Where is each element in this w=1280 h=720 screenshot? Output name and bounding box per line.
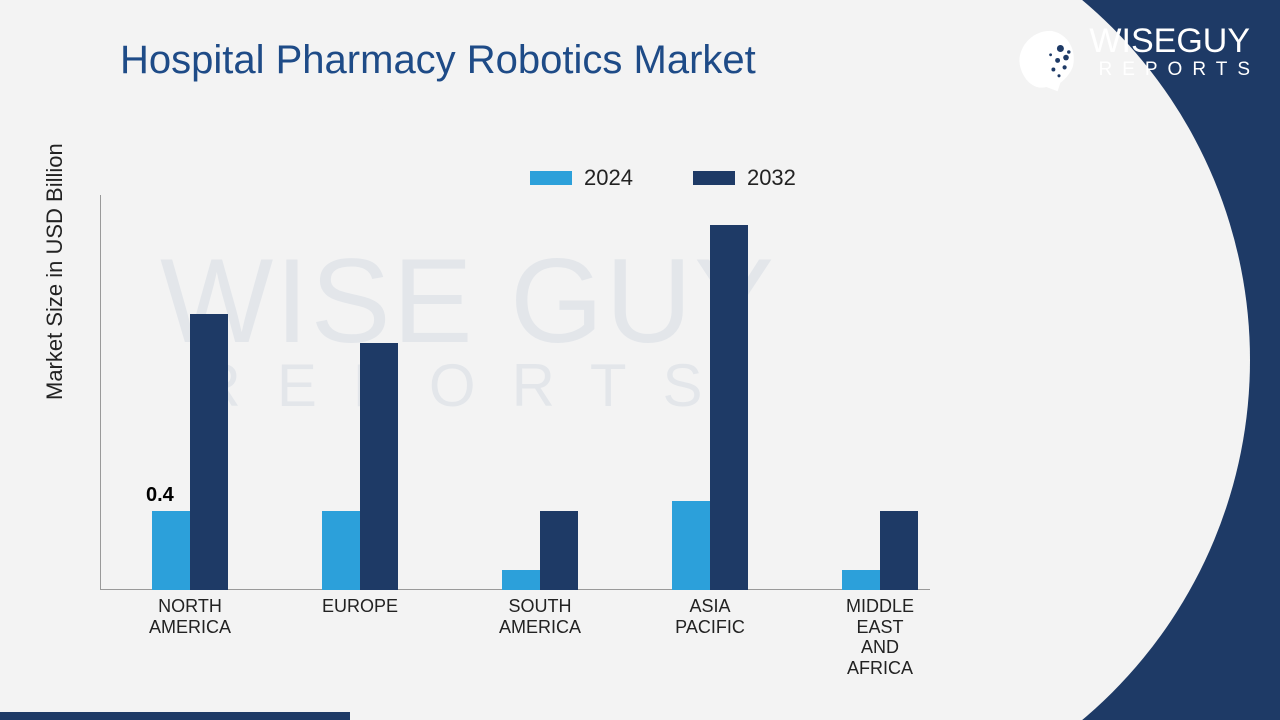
bar-2024 xyxy=(502,570,540,590)
bar-2024 xyxy=(842,570,880,590)
legend-swatch-2032 xyxy=(693,171,735,185)
infographic-canvas: Hospital Pharmacy Robotics Market WISEGU… xyxy=(0,0,1280,720)
bar-group: NORTHAMERICA xyxy=(140,314,240,591)
bar-2032 xyxy=(710,225,748,590)
bar-2032 xyxy=(190,314,228,591)
legend-item-2032: 2032 xyxy=(693,165,796,191)
bar-group: MIDDLEEASTANDAFRICA xyxy=(830,511,930,590)
bar-2024 xyxy=(672,501,710,590)
chart-plot-area: NORTHAMERICA0.4 EUROPE SOUTHAMERICA ASIAPAC… xyxy=(100,195,930,590)
logo-line2: REPORTS xyxy=(1089,60,1260,79)
bottom-accent-bar xyxy=(0,712,350,720)
category-label: MIDDLEEASTANDAFRICA xyxy=(810,596,950,679)
legend-label-2024: 2024 xyxy=(584,165,633,191)
bar-value-label: 0.4 xyxy=(146,484,174,507)
category-label: EUROPE xyxy=(290,596,430,617)
bar-2024 xyxy=(152,511,190,590)
bar-2032 xyxy=(540,511,578,590)
right-panel xyxy=(960,0,1280,720)
bar-2032 xyxy=(360,343,398,590)
legend-item-2024: 2024 xyxy=(530,165,633,191)
bar-2024 xyxy=(322,511,360,590)
chart-title: Hospital Pharmacy Robotics Market xyxy=(120,38,756,83)
bar-group: EUROPE xyxy=(310,343,410,590)
category-label: SOUTHAMERICA xyxy=(470,596,610,637)
wiseguy-logo: WISEGUY REPORTS xyxy=(1089,24,1250,79)
category-label: NORTHAMERICA xyxy=(120,596,260,637)
logo-head-icon xyxy=(1010,24,1080,94)
legend: 2024 2032 xyxy=(530,165,796,191)
bar-2032 xyxy=(880,511,918,590)
legend-label-2032: 2032 xyxy=(747,165,796,191)
y-axis-line xyxy=(100,195,101,590)
legend-swatch-2024 xyxy=(530,171,572,185)
bar-group: SOUTHAMERICA xyxy=(490,511,590,590)
category-label: ASIAPACIFIC xyxy=(640,596,780,637)
y-axis-label: Market Size in USD Billion xyxy=(42,143,68,400)
bar-group: ASIAPACIFIC xyxy=(660,225,760,590)
logo-line1: WISEGUY xyxy=(1089,24,1250,58)
